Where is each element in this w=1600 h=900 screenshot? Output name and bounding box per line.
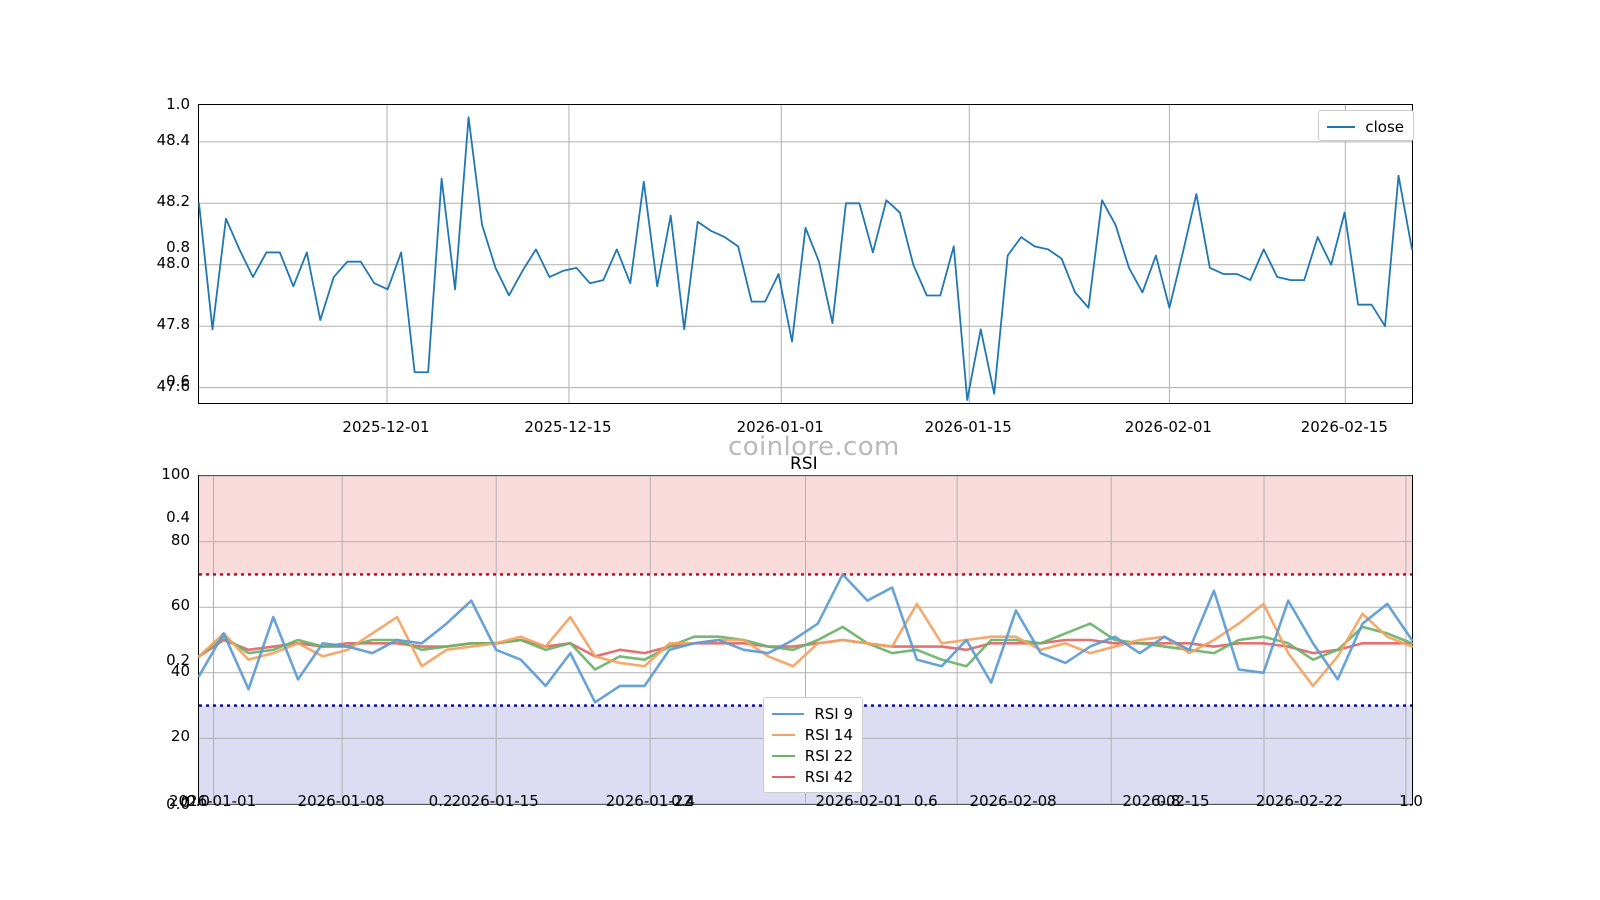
axis-tick-label: 0 — [180, 793, 190, 811]
axis-tick-label: 2026-01-15 — [924, 418, 1012, 436]
legend-item[interactable]: RSI 9 — [772, 703, 853, 724]
axis-tick-label: 20 — [170, 727, 190, 746]
legend-label: RSI 42 — [804, 767, 853, 786]
rsi-legend[interactable]: RSI 9 RSI 14 RSI 22 RSI 42 — [763, 697, 863, 793]
axis-tick-label: 0.2 — [428, 792, 453, 810]
axis-tick-label: 0.0 — [186, 792, 210, 810]
axis-tick-label: 2026-02-08 — [969, 792, 1057, 810]
rsi-line-rsi-9 — [197, 573, 1414, 704]
axis-tick-label: 2026-01-22 — [605, 792, 693, 810]
axis-tick-label: 0.4 — [671, 792, 696, 810]
axis-tick-label: 2026-02-01 — [815, 792, 903, 810]
axis-tick-label: 1.0 — [1399, 792, 1423, 810]
axis-tick-label: 0.6 — [913, 792, 938, 810]
legend-swatch-rsi-42 — [772, 775, 795, 778]
axis-tick-label: 2025-12-01 — [342, 418, 430, 436]
axis-tick-label: 2026-01-08 — [297, 792, 385, 810]
rsi-subplot-title: RSI — [790, 454, 818, 474]
legend-label: RSI 22 — [804, 746, 853, 765]
axis-tick-label: 48.2 — [156, 192, 190, 211]
axis-tick-label: 2026-02-15 — [1122, 792, 1210, 810]
legend-label: RSI 9 — [814, 704, 853, 723]
axis-tick-label: 2026-01-01 — [168, 792, 257, 810]
legend-label: RSI 14 — [804, 725, 853, 744]
axis-tick-label: 47.6 — [156, 376, 190, 395]
close-line — [198, 116, 1413, 401]
legend-item[interactable]: RSI 22 — [772, 745, 853, 766]
axis-tick-label: 0.8 — [166, 238, 190, 256]
price-chart-panel: 48.4 48.2 48.0 47.8 47.6 1.0 0.8 0.6 2025-12-0… — [0, 0, 1600, 436]
axis-tick-label: 0.0 — [166, 795, 190, 813]
price-series-svg — [198, 105, 1413, 403]
watermark: coinlore.com — [728, 432, 900, 462]
axis-tick-label: 47.8 — [156, 315, 190, 334]
price-legend[interactable]: close — [1318, 110, 1414, 141]
axis-tick-label: 100 — [161, 465, 190, 483]
axis-tick-label: 2026-02-22 — [1255, 792, 1343, 810]
legend-item[interactable]: close — [1327, 116, 1404, 137]
legend-item[interactable]: RSI 14 — [772, 724, 853, 745]
legend-item[interactable]: RSI 42 — [772, 766, 853, 787]
rsi-line-rsi-14 — [197, 602, 1414, 688]
legend-swatch-rsi-14 — [772, 733, 795, 736]
legend-swatch-close — [1327, 125, 1356, 128]
axis-tick-label: 60 — [170, 596, 190, 615]
axis-tick-label: 2026-02-15 — [1300, 418, 1388, 436]
axis-tick-label: 2026-02-01 — [1124, 418, 1212, 436]
axis-tick-label: 0.2 — [166, 651, 190, 669]
axis-tick-label: 40 — [170, 661, 190, 680]
axis-tick-label: 0.6 — [166, 372, 190, 390]
axis-tick-label: 2026-01-15 — [451, 792, 539, 810]
axis-tick-label: 0.4 — [166, 508, 190, 526]
axis-tick-label: 80 — [170, 530, 190, 549]
legend-label: close — [1365, 117, 1404, 136]
axis-tick-label: 48.0 — [156, 253, 190, 272]
axis-tick-label: 2026-01-01 — [736, 418, 824, 436]
axis-tick-label: 1.0 — [166, 95, 190, 113]
rsi-chart-panel: 100 80 60 40 20 0 0.4 0.2 0.0 2026-01-01 2026-01… — [0, 420, 1600, 900]
legend-swatch-rsi-22 — [772, 754, 795, 757]
axis-tick-label: 0.8 — [1156, 792, 1181, 810]
axis-tick-label: 48.4 — [156, 130, 190, 149]
axis-tick-label: 2025-12-15 — [524, 418, 612, 436]
price-plot-area — [198, 104, 1413, 404]
legend-swatch-rsi-9 — [772, 712, 805, 715]
